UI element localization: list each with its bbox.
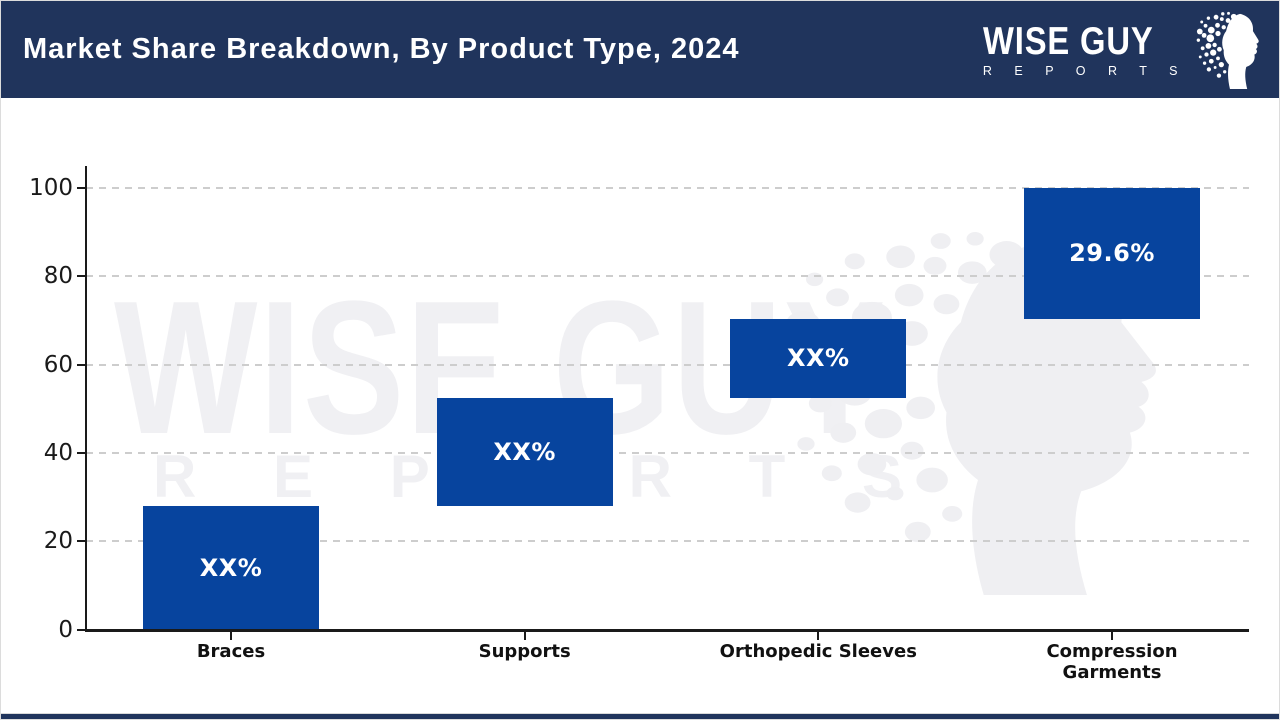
x-axis-line: [85, 629, 1249, 632]
x-tick-mark: [1111, 632, 1113, 640]
header: Market Share Breakdown, By Product Type,…: [1, 1, 1279, 98]
bar-value-label: XX%: [199, 553, 263, 582]
x-tick-label: Supports: [478, 641, 571, 662]
brand-logo-text: WISE GUY R E P O R T S: [983, 22, 1187, 78]
x-tick-mark: [230, 632, 232, 640]
bar-value-label: XX%: [493, 438, 556, 466]
bar-value-label: XX%: [787, 344, 850, 373]
x-tick-label: Orthopedic Sleeves: [719, 641, 917, 662]
x-tick-mark: [817, 632, 820, 640]
y-tick-label: 0: [58, 616, 73, 643]
logo-subtext: R E P O R T S: [982, 63, 1187, 78]
y-tick-label: 40: [43, 439, 73, 466]
y-tick-label: 100: [29, 175, 73, 201]
x-tick-label: Compression Garments: [1046, 641, 1178, 683]
bar-segment: XX%: [143, 505, 319, 630]
card-bottom-border: [1, 713, 1279, 714]
footer-accent-bar: [1, 714, 1279, 719]
gridline: [86, 363, 1249, 366]
y-tick-mark: [77, 540, 85, 543]
bar-segment: 29.6%: [1024, 188, 1200, 319]
gridline: [86, 540, 1249, 543]
page-title: Market Share Breakdown, By Product Type,…: [23, 33, 740, 65]
y-tick-mark: [77, 628, 85, 631]
y-tick-label: 60: [43, 351, 73, 378]
y-tick-label: 80: [43, 263, 73, 290]
gridline: [86, 187, 1249, 189]
bar-segment: XX%: [436, 398, 613, 506]
x-tick-mark: [523, 632, 526, 640]
y-tick-mark: [77, 187, 85, 189]
y-tick-mark: [77, 451, 85, 454]
x-tick-label: Braces: [196, 641, 266, 662]
y-tick-mark: [77, 275, 85, 278]
wiseguy-face-logo-icon: [1193, 10, 1265, 89]
bar-segment: XX%: [730, 318, 907, 399]
logo-wordmark: WISE GUY: [982, 19, 1154, 63]
y-tick-mark: [77, 363, 85, 366]
brand-logo: WISE GUY R E P O R T S: [983, 10, 1265, 89]
y-axis-line: [85, 166, 87, 631]
gridline: [86, 451, 1249, 454]
y-tick-label: 20: [43, 528, 73, 555]
gridline: [86, 275, 1249, 278]
bar-value-label: 29.6%: [1069, 239, 1155, 268]
